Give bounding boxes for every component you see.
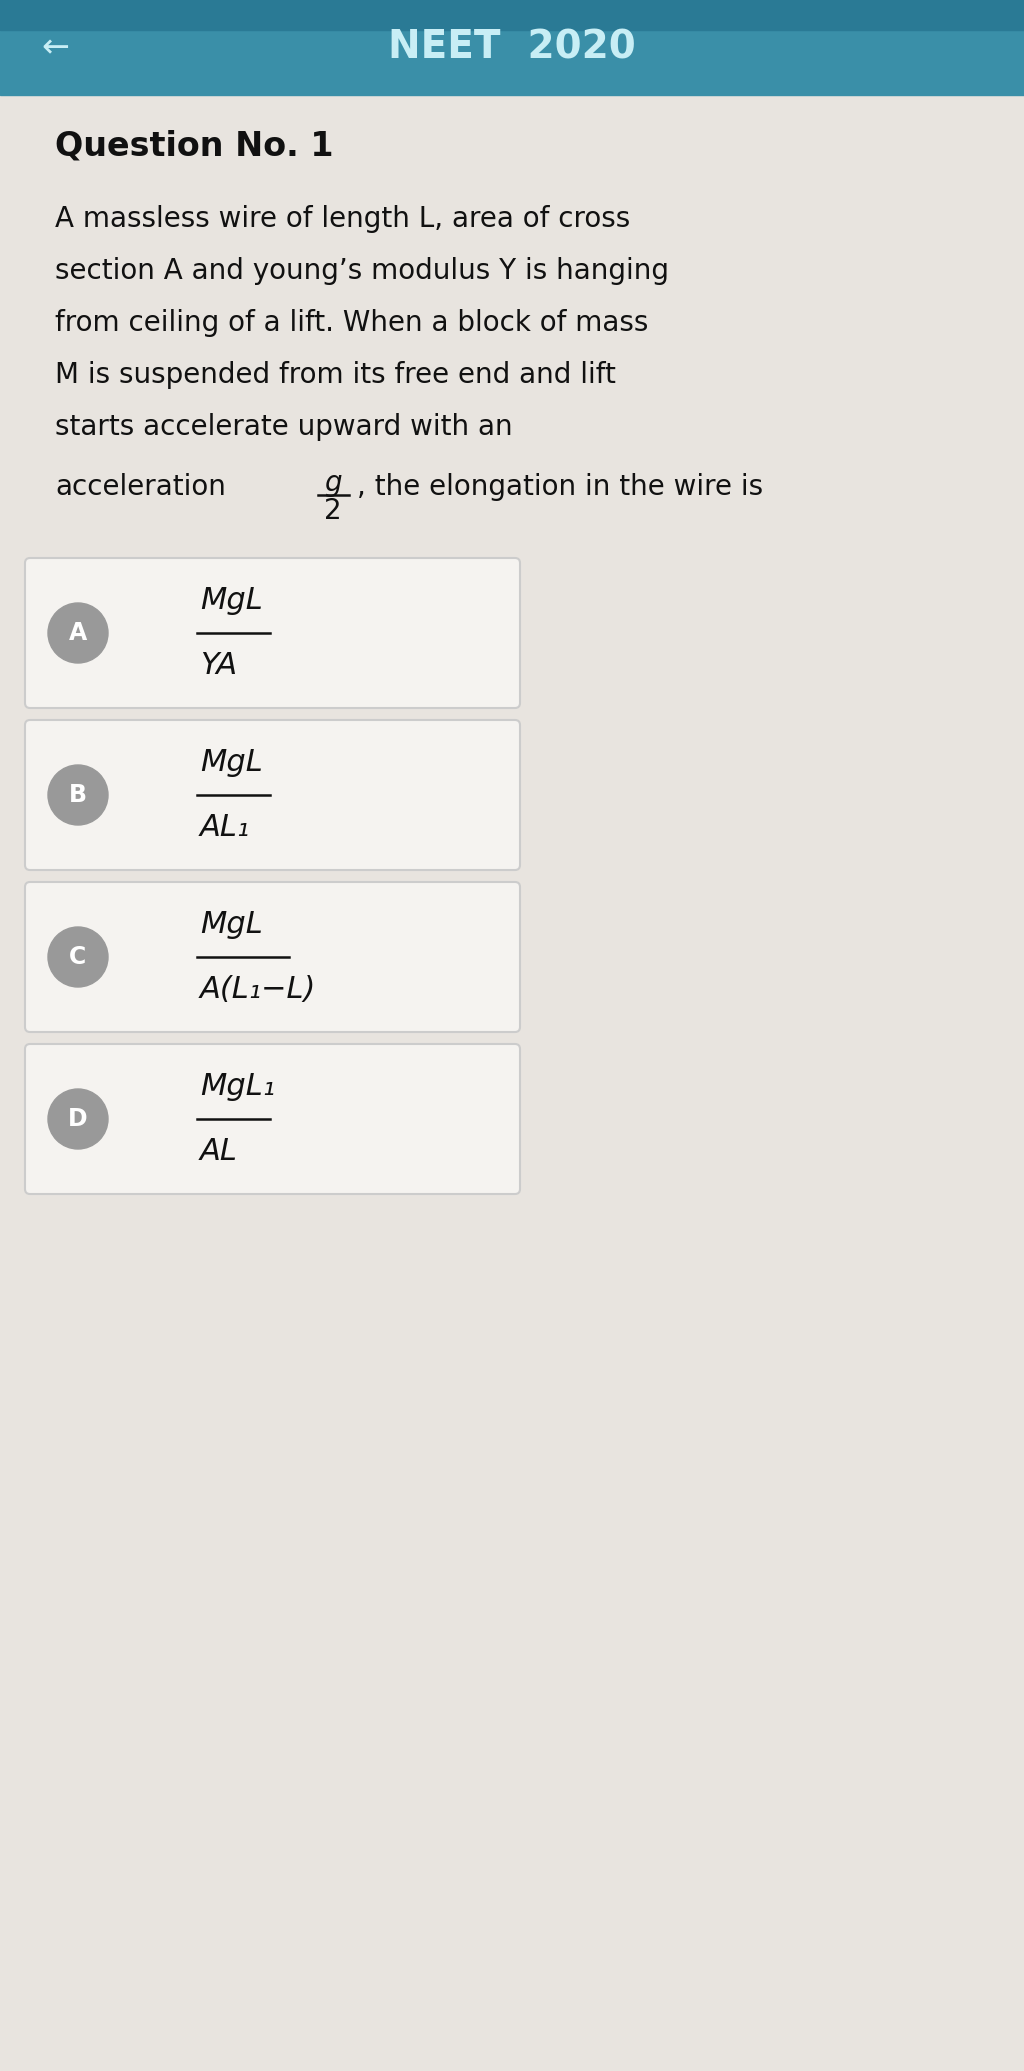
Text: MgL₁: MgL₁ bbox=[200, 1073, 275, 1102]
Text: AL₁: AL₁ bbox=[200, 814, 250, 843]
Circle shape bbox=[48, 603, 108, 663]
Text: MgL: MgL bbox=[200, 586, 263, 615]
Text: ←: ← bbox=[41, 31, 69, 64]
Circle shape bbox=[48, 764, 108, 824]
Text: MgL: MgL bbox=[200, 748, 263, 777]
Text: AL: AL bbox=[200, 1137, 238, 1166]
Text: NEET  2020: NEET 2020 bbox=[388, 29, 636, 66]
Circle shape bbox=[48, 928, 108, 988]
Bar bbox=[0, 0, 1024, 29]
Text: , the elongation in the wire is: , the elongation in the wire is bbox=[357, 472, 763, 501]
Text: A(L₁−L): A(L₁−L) bbox=[200, 975, 316, 1004]
Text: section A and young’s modulus Y is hanging: section A and young’s modulus Y is hangi… bbox=[55, 257, 669, 286]
Text: g: g bbox=[325, 468, 342, 497]
Text: C: C bbox=[70, 944, 87, 969]
Text: A: A bbox=[69, 621, 87, 644]
FancyBboxPatch shape bbox=[25, 1044, 520, 1195]
Text: MgL: MgL bbox=[200, 909, 263, 938]
FancyBboxPatch shape bbox=[25, 882, 520, 1031]
Text: B: B bbox=[69, 783, 87, 808]
Text: YA: YA bbox=[200, 650, 238, 679]
Text: 2: 2 bbox=[325, 497, 342, 526]
Text: D: D bbox=[69, 1108, 88, 1131]
Text: M is suspended from its free end and lift: M is suspended from its free end and lif… bbox=[55, 360, 615, 389]
FancyBboxPatch shape bbox=[25, 557, 520, 708]
Bar bbox=[0, 0, 1024, 95]
Circle shape bbox=[48, 1089, 108, 1149]
Text: starts accelerate upward with an: starts accelerate upward with an bbox=[55, 412, 513, 441]
Text: from ceiling of a lift. When a block of mass: from ceiling of a lift. When a block of … bbox=[55, 309, 648, 338]
FancyBboxPatch shape bbox=[25, 721, 520, 870]
Text: A massless wire of length L, area of cross: A massless wire of length L, area of cro… bbox=[55, 205, 630, 234]
Text: Question No. 1: Question No. 1 bbox=[55, 130, 334, 164]
Text: acceleration: acceleration bbox=[55, 472, 226, 501]
